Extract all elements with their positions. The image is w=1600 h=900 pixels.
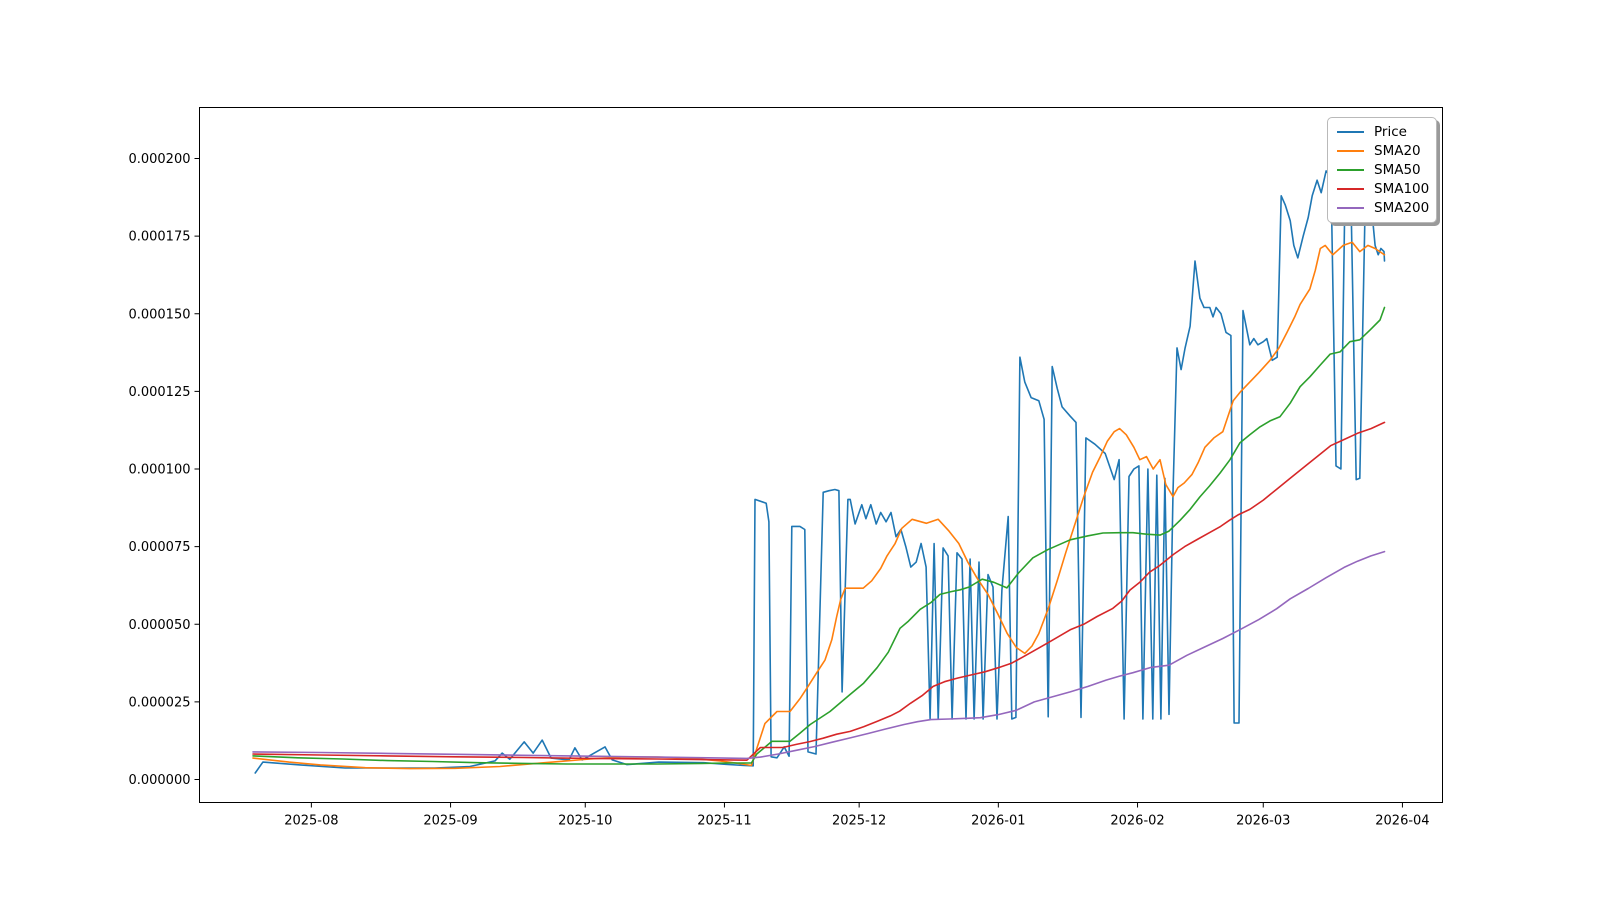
sma50-line-swatch xyxy=(1337,168,1364,171)
x-tick-label: 2026-03 xyxy=(1236,814,1290,829)
series-line-sma100 xyxy=(252,421,1386,762)
series-line-price xyxy=(254,170,1386,774)
x-tick-label: 2025-11 xyxy=(697,814,751,829)
y-tick-label: 0.000075 xyxy=(128,540,190,555)
x-tick-label: 2025-10 xyxy=(558,814,612,829)
y-tick-label: 0.000175 xyxy=(128,230,190,245)
sma200-line-swatch xyxy=(1337,207,1364,210)
x-tick-label: 2026-02 xyxy=(1110,814,1164,829)
y-tick-label: 0.000050 xyxy=(128,618,190,633)
sma20-line-swatch xyxy=(1337,149,1364,152)
series-line-sma20 xyxy=(252,241,1386,770)
price-line-swatch xyxy=(1337,130,1364,133)
y-tick-label: 0.000150 xyxy=(128,307,190,322)
legend-entry-sma100: SMA100 xyxy=(1328,180,1436,199)
legend-label: Price xyxy=(1374,123,1407,140)
sma100-line-swatch xyxy=(1337,188,1364,191)
series-line-sma50 xyxy=(252,306,1386,765)
y-tick-label: 0.000000 xyxy=(128,773,190,788)
x-tick-label: 2025-09 xyxy=(423,814,477,829)
y-tick-label: 0.000025 xyxy=(128,695,190,710)
y-tick-label: 0.000125 xyxy=(128,385,190,400)
plot-area-border xyxy=(199,107,1443,803)
legend-label: SMA50 xyxy=(1374,161,1421,178)
legend-label: SMA100 xyxy=(1374,181,1430,198)
y-tick-label: 0.000200 xyxy=(128,152,190,167)
legend-entry-sma20: SMA20 xyxy=(1328,141,1436,160)
legend-label: SMA200 xyxy=(1374,200,1430,217)
x-tick-label: 2026-04 xyxy=(1375,814,1429,829)
series-line-sma200 xyxy=(252,550,1386,760)
legend: Price SMA20 SMA50 SMA100 SMA200 xyxy=(1327,117,1437,223)
x-tick-label: 2025-08 xyxy=(284,814,338,829)
legend-entry-sma200: SMA200 xyxy=(1328,199,1436,218)
x-tick-label: 2026-01 xyxy=(971,814,1025,829)
legend-entry-price: Price xyxy=(1328,122,1436,141)
y-tick-label: 0.000100 xyxy=(128,463,190,478)
x-tick-label: 2025-12 xyxy=(832,814,886,829)
legend-entry-sma50: SMA50 xyxy=(1328,160,1436,179)
legend-label: SMA20 xyxy=(1374,142,1421,159)
